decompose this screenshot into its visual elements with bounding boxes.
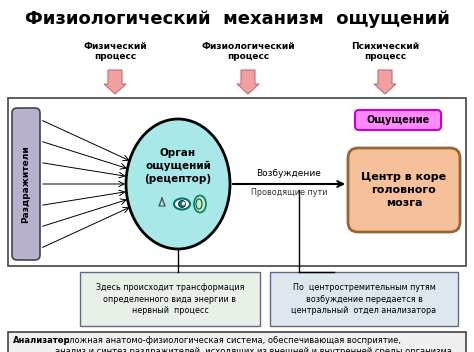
Text: Анализатор: Анализатор bbox=[13, 336, 71, 345]
Ellipse shape bbox=[179, 201, 185, 207]
Text: – сложная анатомо-физиологическая система, обеспечивающая восприятие,
анализ и с: – сложная анатомо-физиологическая систем… bbox=[55, 336, 455, 352]
FancyBboxPatch shape bbox=[348, 148, 460, 232]
Bar bbox=[8, 98, 466, 266]
Text: Ощущение: Ощущение bbox=[366, 115, 429, 125]
FancyArrow shape bbox=[237, 70, 259, 94]
Text: Физический
процесс: Физический процесс bbox=[83, 42, 147, 61]
Text: Физиологический  механизм  ощущений: Физиологический механизм ощущений bbox=[25, 10, 449, 28]
Ellipse shape bbox=[126, 119, 230, 249]
Ellipse shape bbox=[194, 195, 206, 213]
Text: Орган
ощущений
(рецептор): Орган ощущений (рецептор) bbox=[145, 148, 211, 184]
FancyBboxPatch shape bbox=[12, 108, 40, 260]
Bar bbox=[80, 272, 260, 326]
FancyArrow shape bbox=[104, 70, 126, 94]
Text: Физиологический
процесс: Физиологический процесс bbox=[201, 42, 295, 61]
Text: Психический
процесс: Психический процесс bbox=[351, 42, 419, 61]
Text: Раздражители: Раздражители bbox=[21, 145, 30, 223]
Bar bbox=[270, 272, 458, 326]
Ellipse shape bbox=[174, 199, 190, 209]
Text: Возбуждение: Возбуждение bbox=[256, 169, 321, 178]
Bar bbox=[8, 332, 466, 352]
Text: Центр в коре
головного
мозга: Центр в коре головного мозга bbox=[362, 172, 447, 208]
Text: Здесь происходит трансформация
определенного вида энергии в
нервный  процесс: Здесь происходит трансформация определен… bbox=[96, 283, 244, 315]
Text: Проводящие пути: Проводящие пути bbox=[251, 188, 327, 197]
FancyArrow shape bbox=[374, 70, 396, 94]
Text: По  центростремительным путям
возбуждение передается в
центральный  отдел анализ: По центростремительным путям возбуждение… bbox=[292, 283, 437, 315]
FancyBboxPatch shape bbox=[355, 110, 441, 130]
